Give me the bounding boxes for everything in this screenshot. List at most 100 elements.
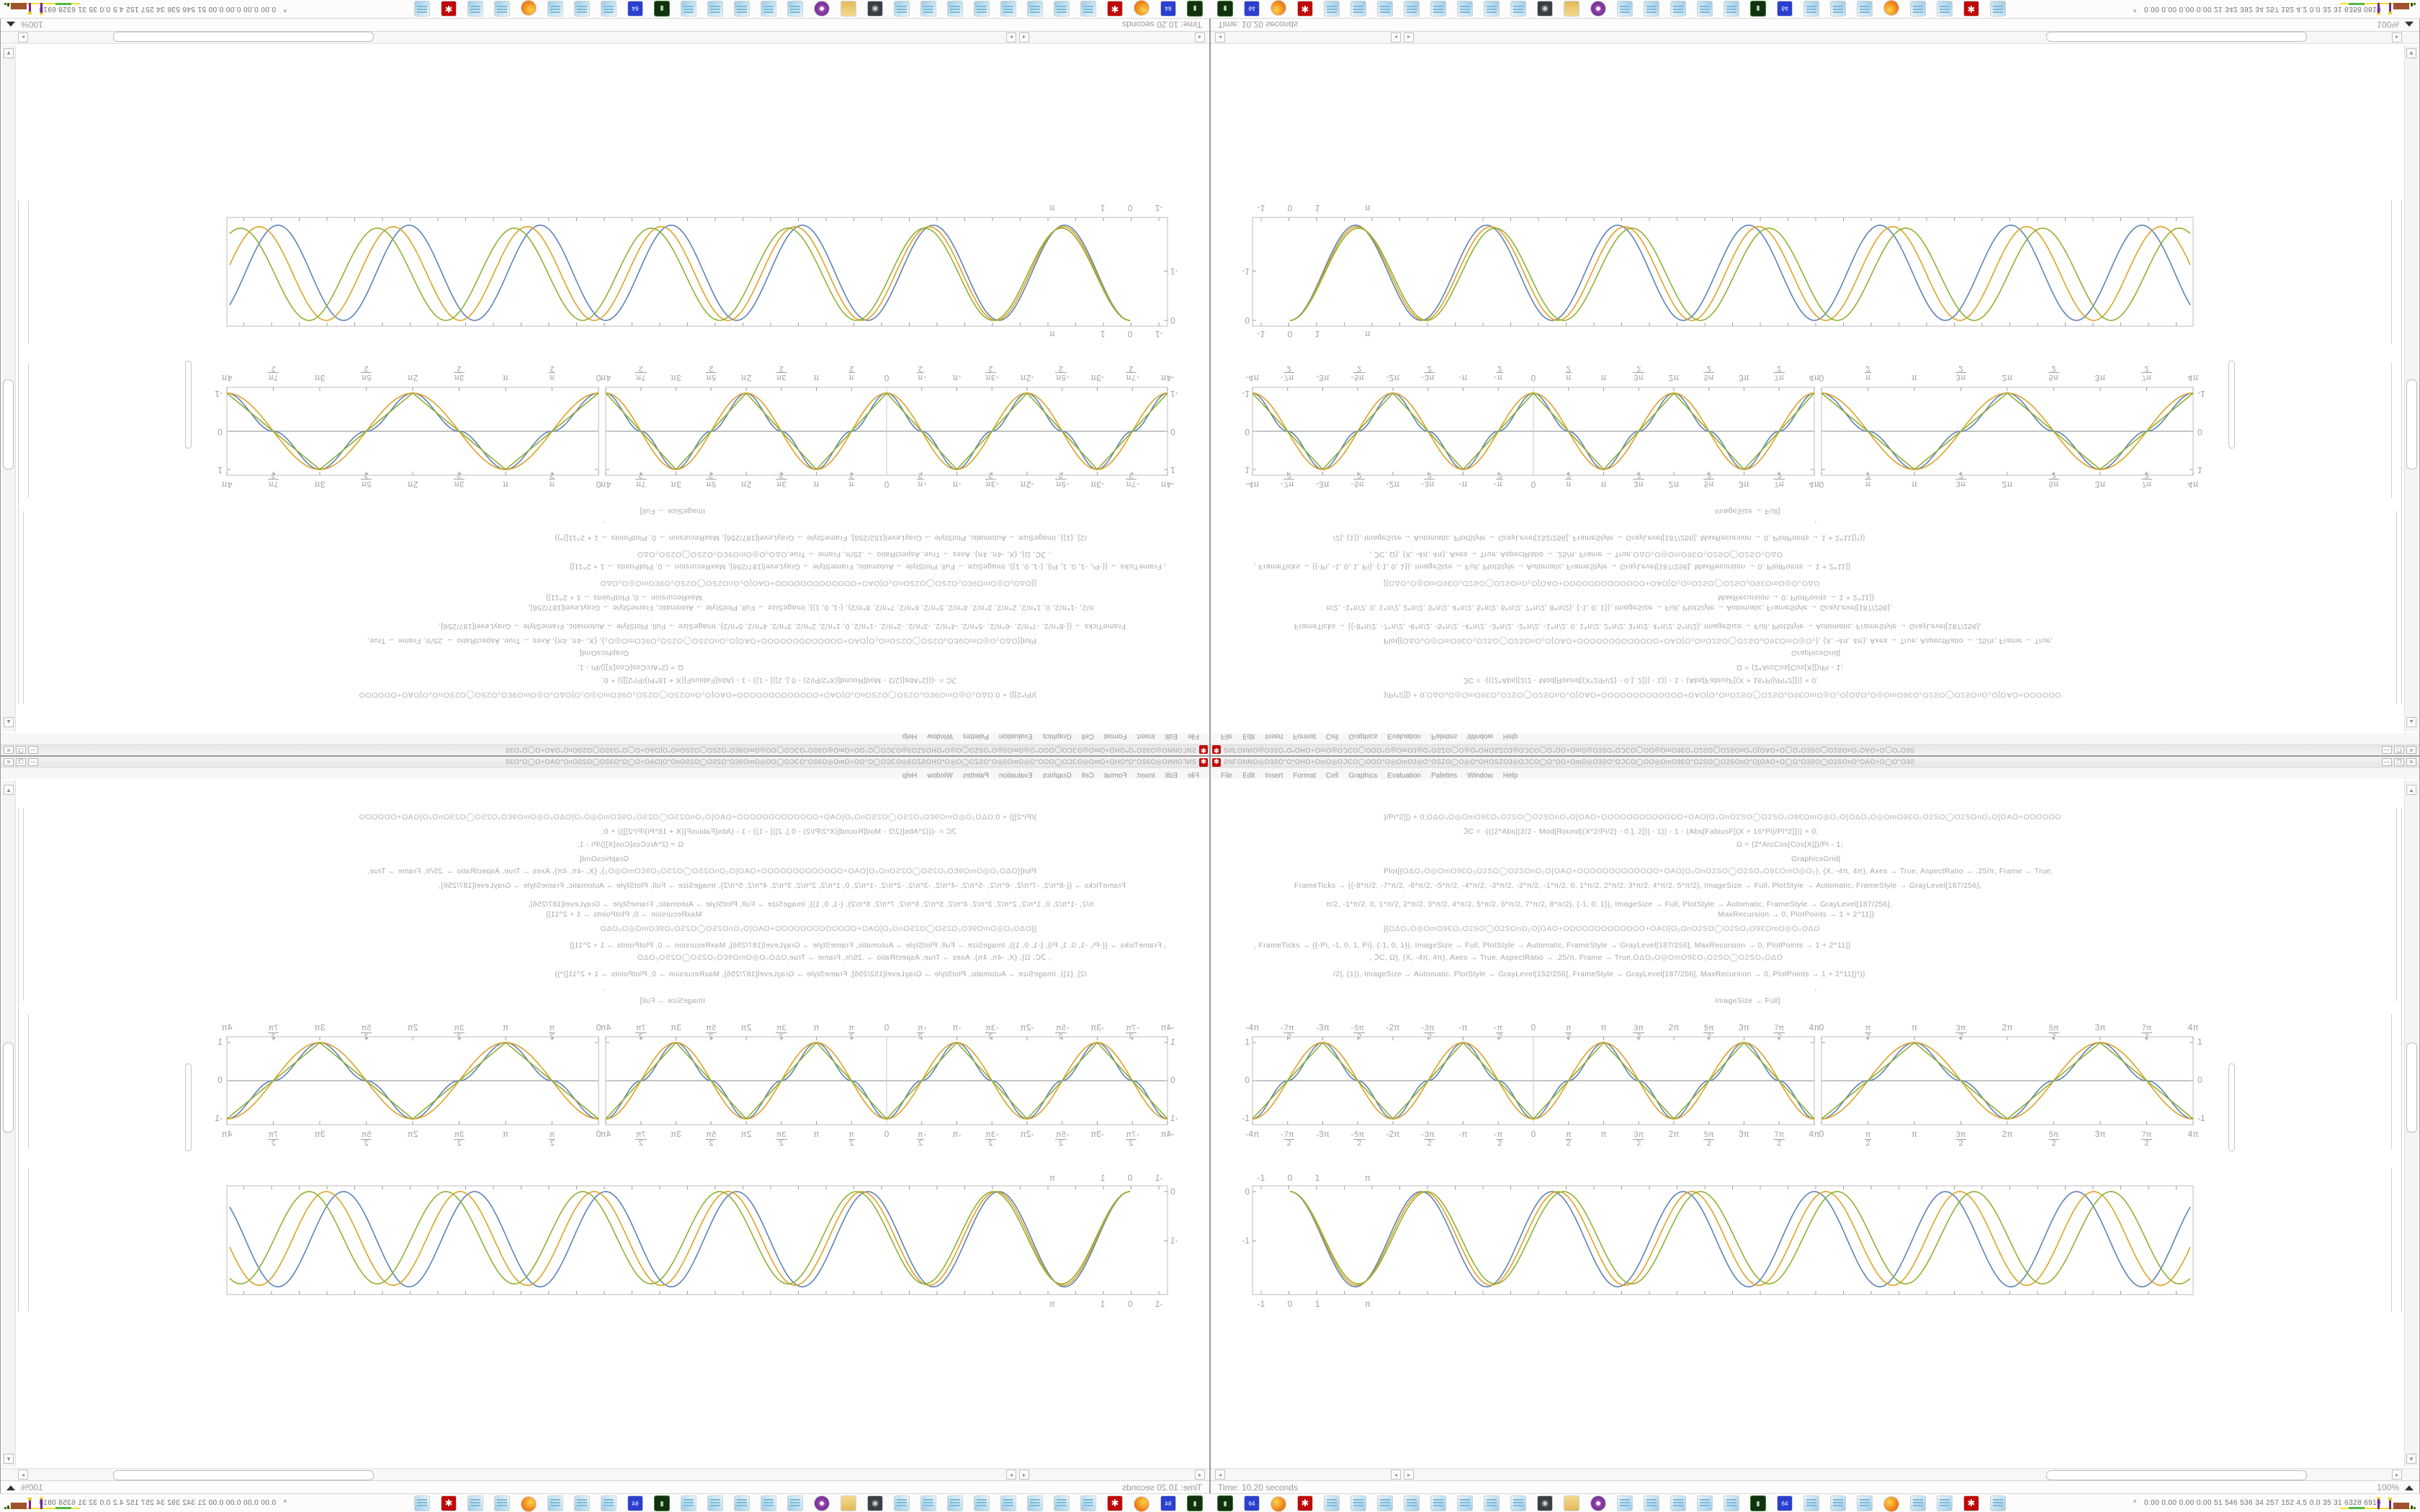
scroll-left-arrow-icon[interactable]: ◂ bbox=[1195, 32, 1205, 42]
scroll-left-small-icon[interactable]: ◂ bbox=[1391, 32, 1401, 42]
taskbar-icon-doc[interactable] bbox=[681, 1, 696, 17]
taskbar-icon-camcorder[interactable]: ◉ bbox=[867, 1495, 883, 1511]
horizontal-scroll-thumb[interactable] bbox=[2046, 32, 2307, 42]
vertical-scrollbar[interactable]: ▲ ▼ bbox=[2, 45, 16, 732]
cell-bracket[interactable] bbox=[2396, 511, 2397, 704]
magnification-label[interactable]: 100% bbox=[21, 1482, 43, 1493]
taskbar-icon-doc[interactable] bbox=[1937, 1, 1953, 17]
taskbar-icon-doc[interactable] bbox=[1510, 1, 1526, 17]
taskbar-icon-gear[interactable]: ✱ bbox=[1963, 1495, 1979, 1511]
taskbar-icon-floppy-64[interactable]: 64 bbox=[1160, 1, 1176, 17]
vertical-scrollbar[interactable]: ▲ ▼ bbox=[2, 780, 16, 1467]
taskbar-icon-doc[interactable] bbox=[707, 1495, 723, 1511]
cell-bracket-rounded[interactable] bbox=[185, 1063, 192, 1151]
taskbar-icon-doc[interactable] bbox=[1404, 1, 1420, 17]
menu-item-insert[interactable]: Insert bbox=[1265, 772, 1283, 780]
taskbar-icon-terminal[interactable]: ▮ bbox=[1217, 1, 1233, 17]
taskbar-icon-cd[interactable] bbox=[1590, 1, 1606, 17]
cell-bracket[interactable] bbox=[28, 1014, 29, 1149]
scroll-right-small-icon[interactable]: ▸ bbox=[1006, 32, 1016, 42]
maximize-button[interactable]: ❐ bbox=[16, 758, 26, 766]
taskbar-icon-doc[interactable] bbox=[1350, 1, 1366, 17]
taskbar-icon-cd[interactable] bbox=[814, 1495, 830, 1511]
window-titlebar[interactable]: ✱ ƧNΓONNO◎O3ƧO°O*OHO+OmO◎OℑCO◯OOO°O◎OmO3◎… bbox=[1211, 757, 2419, 769]
scroll-right-small-icon[interactable]: ▸ bbox=[1404, 1470, 1414, 1480]
taskbar-icon-doc[interactable] bbox=[494, 1495, 510, 1511]
taskbar-icon-doc[interactable] bbox=[1830, 1495, 1846, 1511]
taskbar-icon-folder[interactable] bbox=[1564, 1, 1579, 17]
tray-expand-icon[interactable]: » bbox=[282, 1499, 290, 1503]
taskbar-icon-folder[interactable] bbox=[841, 1495, 856, 1511]
taskbar-icon-doc[interactable] bbox=[1484, 1, 1500, 17]
taskbar-icon-doc[interactable] bbox=[1404, 1495, 1420, 1511]
taskbar-icon-doc[interactable] bbox=[894, 1495, 910, 1511]
magnification-label[interactable]: 100% bbox=[2377, 1482, 2399, 1493]
taskbar-icon-terminal[interactable]: ▮ bbox=[1187, 1, 1203, 17]
minimize-button[interactable]: — bbox=[2382, 746, 2392, 754]
taskbar-icon-doc[interactable] bbox=[1803, 1495, 1819, 1511]
taskbar-icon-doc[interactable] bbox=[1000, 1495, 1016, 1511]
taskbar-icon-doc[interactable] bbox=[920, 1495, 936, 1511]
taskbar-icon-gear[interactable]: ✱ bbox=[441, 1, 457, 17]
taskbar-icon-gear[interactable]: ✱ bbox=[1297, 1495, 1313, 1511]
taskbar-icon-firefox[interactable] bbox=[1270, 1496, 1286, 1512]
scroll-left-arrow-icon[interactable]: ◂ bbox=[1215, 32, 1225, 42]
taskbar-icon-doc[interactable] bbox=[1857, 1, 1873, 17]
taskbar-icon-floppy-64[interactable]: 64 bbox=[1777, 1495, 1793, 1511]
vertical-scroll-thumb[interactable] bbox=[2406, 379, 2417, 469]
taskbar-icon-doc[interactable] bbox=[974, 1, 990, 17]
taskbar-icon-doc[interactable] bbox=[1027, 1, 1043, 17]
horizontal-scrollbar[interactable]: ◂ ◂ ▸ ▸ bbox=[1, 1468, 1209, 1481]
menu-item-palettes[interactable]: Palettes bbox=[1431, 772, 1458, 780]
taskbar-icon-terminal[interactable]: ▮ bbox=[1217, 1495, 1233, 1511]
taskbar-icon-floppy-64[interactable]: 64 bbox=[627, 1, 643, 17]
cell-bracket[interactable] bbox=[28, 1168, 29, 1312]
scroll-down-arrow-icon[interactable]: ▼ bbox=[2406, 1454, 2416, 1464]
scroll-down-arrow-icon[interactable]: ▼ bbox=[4, 48, 14, 58]
taskbar-icon-gear[interactable]: ✱ bbox=[1297, 1, 1313, 17]
scroll-right-arrow-icon[interactable]: ▸ bbox=[2392, 1470, 2402, 1480]
taskbar-icon-doc[interactable] bbox=[1457, 1, 1473, 17]
magnification-arrow-icon[interactable] bbox=[6, 1485, 15, 1490]
close-button[interactable]: ✕ bbox=[4, 746, 14, 754]
taskbar-icon-doc[interactable] bbox=[920, 1, 936, 17]
scroll-left-small-icon[interactable]: ◂ bbox=[1391, 1470, 1401, 1480]
taskbar-icon-doc[interactable] bbox=[414, 1495, 430, 1511]
taskbar-icon-terminal[interactable]: ▮ bbox=[654, 1, 670, 17]
horizontal-scroll-thumb[interactable] bbox=[2046, 1470, 2307, 1480]
scroll-left-arrow-icon[interactable]: ◂ bbox=[1195, 1470, 1205, 1480]
taskbar-icon-doc[interactable] bbox=[1484, 1495, 1500, 1511]
taskbar-icon-doc[interactable] bbox=[1000, 1, 1016, 17]
scroll-up-arrow-icon[interactable]: ▲ bbox=[4, 717, 14, 727]
cell-bracket[interactable] bbox=[28, 363, 29, 498]
taskbar-icon-gear[interactable]: ✱ bbox=[1107, 1, 1123, 17]
taskbar-icon-gear[interactable]: ✱ bbox=[1107, 1495, 1123, 1511]
cell-bracket[interactable] bbox=[2391, 1168, 2392, 1312]
close-button[interactable]: ✕ bbox=[4, 758, 14, 766]
tray-expand-icon[interactable]: » bbox=[282, 9, 290, 13]
taskbar-icon-cd[interactable] bbox=[1590, 1495, 1606, 1511]
taskbar-icon-firefox[interactable] bbox=[521, 1496, 537, 1512]
scroll-right-arrow-icon[interactable]: ▸ bbox=[2392, 32, 2402, 42]
maximize-button[interactable]: ❐ bbox=[16, 746, 26, 754]
cell-bracket[interactable] bbox=[18, 808, 19, 1312]
scroll-down-arrow-icon[interactable]: ▼ bbox=[4, 1454, 14, 1464]
taskbar-icon-doc[interactable] bbox=[1510, 1495, 1526, 1511]
scroll-left-small-icon[interactable]: ◂ bbox=[1019, 1470, 1029, 1480]
tray-expand-icon[interactable]: » bbox=[2130, 1499, 2138, 1503]
scroll-up-arrow-icon[interactable]: ▲ bbox=[4, 785, 14, 795]
minimize-button[interactable]: — bbox=[28, 758, 38, 766]
taskbar-icon-floppy-64[interactable]: 64 bbox=[1777, 1, 1793, 17]
taskbar-icon-doc[interactable] bbox=[414, 1, 430, 17]
menu-item-evaluation[interactable]: Evaluation bbox=[1387, 772, 1421, 780]
taskbar-icon-doc[interactable] bbox=[1857, 1495, 1873, 1511]
taskbar-icon-doc[interactable] bbox=[1670, 1495, 1686, 1511]
taskbar-icon-doc[interactable] bbox=[1937, 1495, 1953, 1511]
cell-bracket[interactable] bbox=[28, 200, 29, 344]
magnification-label[interactable]: 100% bbox=[2377, 19, 2399, 30]
taskbar-icon-floppy-64[interactable]: 64 bbox=[1160, 1495, 1176, 1511]
taskbar-icon-doc[interactable] bbox=[1324, 1, 1340, 17]
taskbar-icon-doc[interactable] bbox=[1377, 1, 1393, 17]
taskbar-icon-terminal[interactable]: ▮ bbox=[1187, 1495, 1203, 1511]
cell-bracket[interactable] bbox=[2391, 363, 2392, 498]
